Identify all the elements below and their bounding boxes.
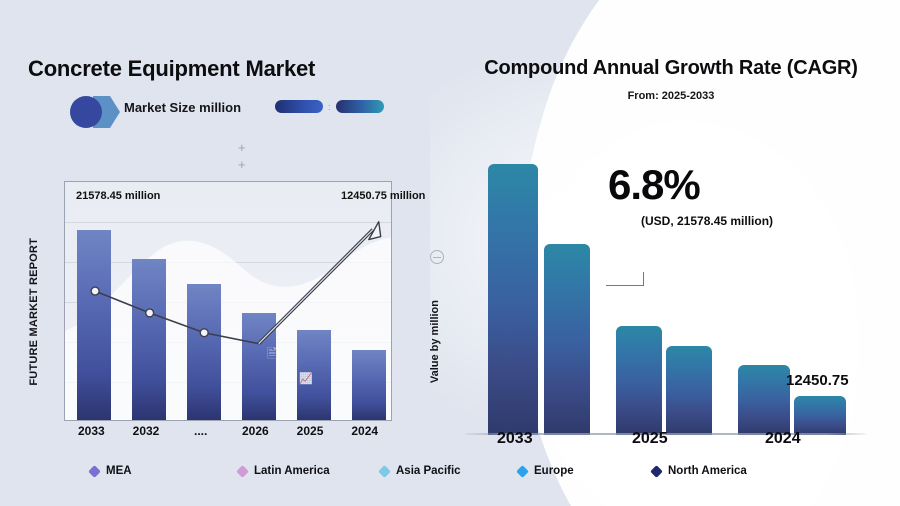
bar-2033 [77,230,111,420]
legend-label: Asia Pacific [396,465,461,477]
left-chart-y-axis-label: FUTURE MARKET REPORT [28,238,40,386]
bar-2024 [352,350,386,420]
minus-circle-icon [430,250,444,264]
document-watermark-icon: 🗎 [267,346,278,361]
legend-dot-icon [650,464,663,478]
left-chart-plot-area: 🗎 📈 [64,181,392,421]
legend-label: Latin America [254,465,330,477]
connector-bracket-icon [606,272,644,286]
x-label-2033: 2033 [77,424,105,438]
bar-2024-secondary [794,396,846,435]
legend-label: Europe [534,465,574,477]
legend-item-north-america[interactable]: North America [650,464,747,478]
left-chart-trend-line [90,220,382,345]
cagr-subtitle: From: 2025-2033 [627,90,715,102]
right-chart-data-label: 12450.75 [786,372,849,389]
legend-item-latin-america[interactable]: Latin America [236,464,330,478]
x-label-right-2033: 2033 [497,430,533,447]
bar-2033-primary [488,164,538,435]
growth-arrow-icon [257,220,382,345]
x-label-2025: 2025 [296,424,324,438]
left-chart-value-start: 21578.45 million [76,190,161,202]
legend-dot-icon [236,464,249,478]
bar-2024-primary [738,365,790,435]
gradient-pill-secondary [335,100,384,113]
legend-dot-icon [88,464,101,478]
x-label-ellipsis: .... [194,424,208,438]
chart-watermark-icon: 📈 [299,373,313,385]
bar-2033-secondary [544,244,590,435]
legend-item-europe[interactable]: Europe [516,464,574,478]
right-chart-plot-area [466,150,866,435]
cagr-percentage: 6.8% [608,161,701,208]
plus-decoration-icon: + + [238,140,246,172]
left-chart-bars [65,182,391,420]
hexagon-circle-logo-icon [70,96,120,128]
left-chart-x-axis-labels: 2033 2032 .... 2026 2025 2024 [64,424,392,438]
legend-dot-icon [516,464,529,478]
legend-item-asia-pacific[interactable]: Asia Pacific [378,464,461,478]
bar-2025-secondary [666,346,712,435]
legend-dot-icon [378,464,391,478]
x-label-right-2025: 2025 [632,430,668,447]
x-label-2024: 2024 [351,424,379,438]
gradient-pill-primary [275,100,323,113]
bar-dots [187,284,221,420]
market-size-label: Market Size million [124,100,242,115]
right-chart-y-axis-label: Value by million [429,300,441,384]
pill-separator-icon: : [328,101,331,112]
x-label-right-2024: 2024 [765,430,801,447]
right-chart-axis-line [466,433,866,435]
x-label-2026: 2026 [242,424,269,438]
cagr-usd-note: (USD, 21578.45 million) [641,214,774,228]
legend-label: MEA [106,465,132,477]
legend-item-mea[interactable]: MEA [88,464,132,478]
bar-2032 [132,259,166,420]
gradient-pill-group: : [275,100,384,113]
x-label-2032: 2032 [132,424,160,438]
bar-2025-primary [616,326,662,435]
bar-2025 [297,330,331,420]
cagr-title: Compound Annual Growth Rate (CAGR) [484,57,858,79]
left-chart-value-end: 12450.75 million [341,190,426,202]
region-legend: MEA Latin America Asia Pacific Europe No… [70,464,830,485]
legend-label: North America [668,465,747,477]
page-title: Concrete Equipment Market [28,56,316,81]
